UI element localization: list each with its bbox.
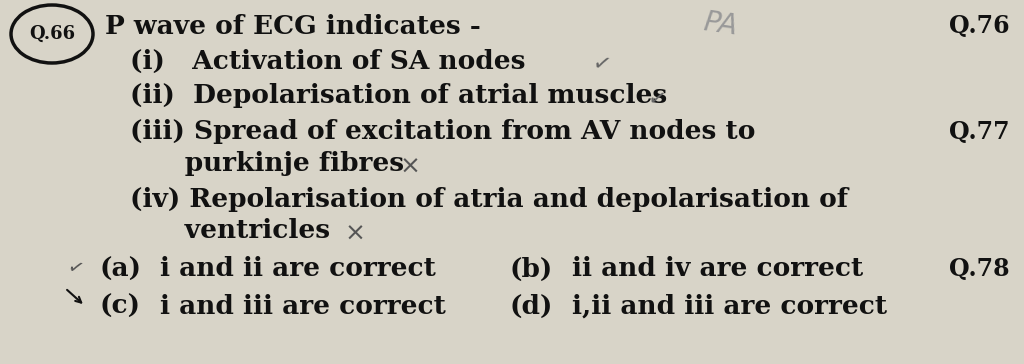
Text: ✓: ✓ <box>590 53 612 77</box>
Text: i and ii are correct: i and ii are correct <box>160 257 436 281</box>
Text: (a): (a) <box>100 257 142 281</box>
Text: i,ii and iii are correct: i,ii and iii are correct <box>572 293 887 318</box>
Text: ✓: ✓ <box>645 88 668 112</box>
Text: P wave of ECG indicates -: P wave of ECG indicates - <box>105 13 480 39</box>
Text: Q.66: Q.66 <box>29 25 75 43</box>
Text: Q.78: Q.78 <box>949 257 1010 281</box>
Text: (c): (c) <box>100 293 141 318</box>
Text: (iv) Repolarisation of atria and depolarisation of: (iv) Repolarisation of atria and depolar… <box>130 186 848 211</box>
Text: i and iii are correct: i and iii are correct <box>160 293 445 318</box>
Text: ✓: ✓ <box>65 258 86 280</box>
Text: (b): (b) <box>510 257 553 281</box>
Text: (ii)  Depolarisation of atrial muscles: (ii) Depolarisation of atrial muscles <box>130 83 668 108</box>
Text: Q.76: Q.76 <box>949 14 1010 38</box>
Text: ii and iv are correct: ii and iv are correct <box>572 257 863 281</box>
Text: (i)   Activation of SA nodes: (i) Activation of SA nodes <box>130 48 525 74</box>
Text: ventricles: ventricles <box>130 218 330 244</box>
Text: purkinje fibres: purkinje fibres <box>130 151 404 177</box>
Text: PA: PA <box>701 8 739 40</box>
Text: Q.77: Q.77 <box>949 120 1010 144</box>
Text: ×: × <box>345 222 366 246</box>
Text: ×: × <box>400 155 421 179</box>
Text: (d): (d) <box>510 293 553 318</box>
Text: (iii) Spread of excitation from AV nodes to: (iii) Spread of excitation from AV nodes… <box>130 119 756 145</box>
